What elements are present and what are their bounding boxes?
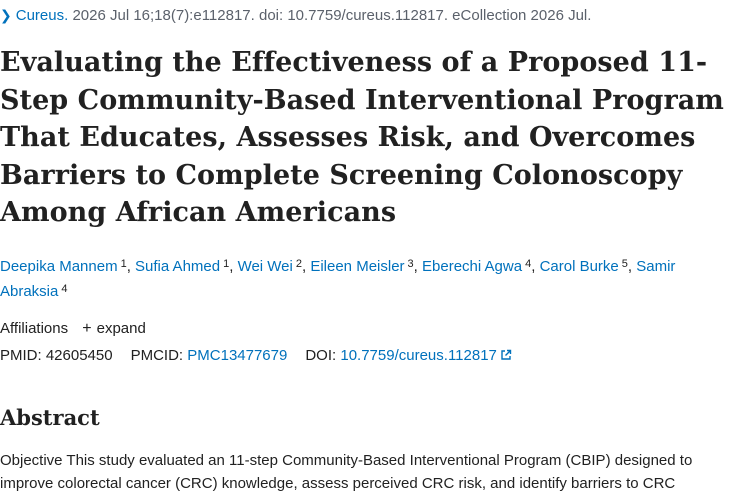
doi-label: DOI: [305,347,337,364]
affiliations-row: Affiliations + expand [0,319,146,339]
affiliations-label: Affiliations [0,320,69,337]
affiliation-number[interactable]: 2 [295,258,302,270]
journal-link[interactable]: Cureus. [15,7,69,24]
affiliation-number[interactable]: 3 [407,258,414,270]
affiliations-expand-button[interactable]: + expand [82,320,146,337]
affiliation-number[interactable]: 1 [120,258,127,270]
citation-line: ❯ Cureus. 2026 Jul 16;18(7):e112817. doi:… [0,5,591,26]
abstract-text: Objective This study evaluated an 11-ste… [0,452,693,492]
abstract-heading: Abstract [0,405,100,430]
expand-label: expand [96,320,146,337]
doi-value: 10.7759/cureus.112817 [340,347,497,364]
pmcid-link[interactable]: PMC13477679 [187,347,288,364]
author-link[interactable]: Deepika Mannem [0,258,118,275]
author-link[interactable]: Wei Wei [237,258,293,275]
plus-icon: + [82,320,92,337]
article-title: Evaluating the Effectiveness of a Propos… [0,47,724,228]
pmid-value: 42605450 [45,347,113,364]
author-link[interactable]: Eberechi Agwa [422,258,523,275]
affiliation-number[interactable]: 1 [223,258,230,270]
chevron-right-icon[interactable]: ❯ [0,7,12,23]
affiliation-number[interactable]: 4 [525,258,532,270]
citation-details: 2026 Jul 16;18(7):e112817. doi: 10.7759/… [72,7,592,24]
affiliation-number[interactable]: 4 [61,283,68,295]
author-link[interactable]: Eileen Meisler [310,258,405,275]
doi-link[interactable]: 10.7759/cureus.112817 [340,347,512,364]
author-link[interactable]: Carol Burke [539,258,619,275]
pmid-label: PMID: [0,347,42,364]
author-link[interactable]: Sufia Ahmed [135,258,221,275]
affiliation-number[interactable]: 5 [621,258,628,270]
author-list: Deepika Mannem 1, Sufia Ahmed 1, Wei Wei 2,… [0,258,676,300]
author-link[interactable]: Samir Abraksia [0,258,676,300]
pmcid-label: PMCID: [130,347,184,364]
external-link-icon [501,349,512,360]
identifiers-row: PMID: 42605450 PMCID: PMC13477679 DOI: 10.… [0,346,512,366]
